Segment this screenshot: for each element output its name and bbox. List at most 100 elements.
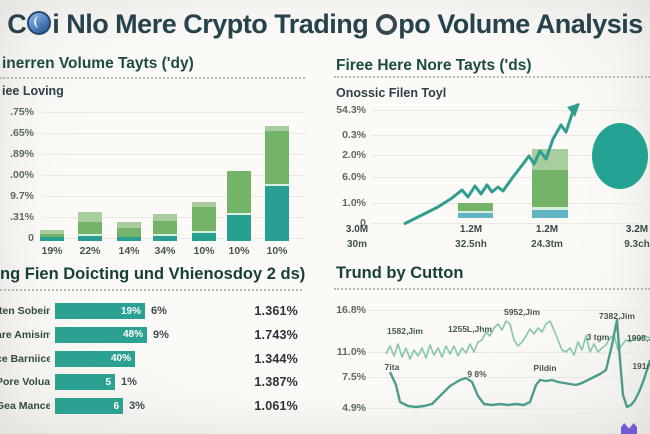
y-axis-tick-label: 0 <box>28 232 34 244</box>
y-axis-tick-label: 11.0% <box>336 346 366 358</box>
title-mid: i Nlo Mere Crypto Trading <box>52 9 376 39</box>
gridline <box>42 196 306 197</box>
row-label: are Amisim <box>0 328 50 341</box>
table-row: iten Sobein 19% 6% 1.361% <box>0 303 310 319</box>
x-axis-tick-top: 3.2M <box>625 224 649 235</box>
x-axis-tick-bottom: 32.5nh <box>455 239 487 250</box>
gridline <box>368 310 650 311</box>
divider-tr <box>334 76 650 78</box>
stacked-bar <box>192 202 216 241</box>
bar-segment <box>192 233 216 241</box>
bar-segment <box>117 222 141 228</box>
stacked-bar <box>227 171 251 241</box>
gridline <box>42 112 306 113</box>
gridline <box>42 175 306 176</box>
stacked-bar <box>78 212 102 241</box>
annotation: 5952,Jim <box>504 307 540 317</box>
bar-segment <box>458 203 493 211</box>
trend-line <box>403 103 580 226</box>
y-axis-tick-label: 9.7% <box>10 190 34 202</box>
divider-bl <box>0 289 302 291</box>
row-after-value: 6% <box>151 305 167 317</box>
bar-segment <box>265 126 289 131</box>
bar-segment <box>153 221 177 234</box>
row-bar: 48% <box>55 326 147 343</box>
bar-segment <box>117 237 141 241</box>
arrow-head-icon <box>567 103 580 117</box>
tr-chart: 54.3% 0.3% 2.0% 6.0% 1.0% 0 3.0M 30m 1.2M 32.5nh 1… <box>332 103 650 255</box>
bar-segment <box>78 222 102 234</box>
x-axis-tick-bottom: 24.3tm <box>531 239 563 250</box>
series-upper <box>385 320 650 360</box>
table-row: Gea Mancet 6 3% 1.061% <box>0 398 310 415</box>
bar-segment <box>192 231 216 233</box>
divider-br <box>334 288 650 290</box>
row-total-value: 1.061% <box>254 399 298 414</box>
bar-segment <box>153 236 177 241</box>
bl-chart: iten Sobein 19% 6% 1.361% are Amisim 48% 9% 1.7… <box>0 298 312 428</box>
x-axis-tick-label: 34% <box>154 245 176 257</box>
x-axis-tick-top: 1.2M <box>535 224 559 235</box>
y-axis-tick-label: 16.8% <box>336 304 366 316</box>
bar-segment <box>78 234 102 236</box>
annotation: 1255L,Jhm <box>448 324 492 334</box>
row-after-value: 1% <box>121 376 137 389</box>
x-axis-tick-bottom: 9.3ch <box>624 239 650 250</box>
series-lower <box>388 318 650 409</box>
x-axis-tick-bottom: 30m <box>346 239 368 250</box>
row-total-value: 1.361% <box>254 304 298 318</box>
highlight-circle <box>592 123 648 189</box>
bar-segment <box>265 131 289 184</box>
panel-tl-header: inerren Volume Tayts ('dy) <box>2 55 194 72</box>
panel-tr-subtitle: Onossic Filen Toyl <box>336 86 447 100</box>
bar-segment <box>532 210 568 218</box>
bar-segment <box>117 228 141 237</box>
coin-icon <box>27 11 52 35</box>
bar-segment <box>458 211 493 213</box>
gridline <box>42 154 306 155</box>
y-axis-tick-label: .31% <box>10 211 34 223</box>
panel-bl-header: ng Fien Doicting und Vhienosdoy 2 ds) <box>0 265 306 283</box>
x-axis-tick-label: 10% <box>266 245 288 257</box>
annotation: 191n <box>632 361 650 371</box>
stacked-bar <box>40 230 64 241</box>
y-axis-tick-label: .89% <box>10 148 34 160</box>
row-bar: 5 <box>55 374 115 391</box>
row-after-value: 3% <box>129 400 145 413</box>
bar-segment <box>40 237 64 241</box>
y-axis-tick-label: 7.5% <box>342 371 366 383</box>
gridline <box>372 177 642 178</box>
annotation: 1582,Jim <box>387 326 423 336</box>
y-axis-tick-label: 6.0% <box>342 171 366 183</box>
row-after-value: 9% <box>153 328 169 341</box>
bar-segment <box>78 212 102 222</box>
trend-lines-svg: 1582,Jim 1255L,Jhm 5952,Jim 7382,Jim 3 tgm 19… <box>385 307 650 409</box>
annotation: Pildin <box>533 363 556 373</box>
y-axis-tick-label: 1.0% <box>342 197 366 209</box>
bar-segment <box>532 170 568 207</box>
gridline <box>372 155 642 156</box>
row-total-value: 1.344% <box>254 351 298 366</box>
tl-chart: .75% .65% .89% .00% 9.7% .31% 0 19% 22% 14% 34% 10%… <box>0 105 312 257</box>
title-suffix: po Volume Analysis <box>398 9 643 39</box>
stacked-bar <box>153 214 177 241</box>
annotation: 3 tgm <box>587 332 610 342</box>
bar-segment <box>192 202 216 207</box>
bar-segment <box>227 171 251 213</box>
gridline <box>372 110 642 111</box>
row-label: iten Sobein <box>0 305 50 317</box>
x-axis-tick-label: 10% <box>193 245 215 257</box>
y-axis-tick-label: .00% <box>10 169 34 181</box>
annotation: 7382,Jim <box>599 311 635 321</box>
row-bar: 19% <box>55 303 145 319</box>
circle-o-icon <box>376 14 398 35</box>
row-total-value: 1.387% <box>254 375 298 390</box>
bar-segment <box>227 215 251 241</box>
stacked-bar <box>117 222 141 241</box>
y-axis-tick-label: .75% <box>10 106 34 118</box>
bar-segment <box>265 184 289 186</box>
gridline <box>372 223 642 224</box>
gridline <box>372 203 642 204</box>
x-axis-tick-top: 3.0M <box>345 224 369 235</box>
